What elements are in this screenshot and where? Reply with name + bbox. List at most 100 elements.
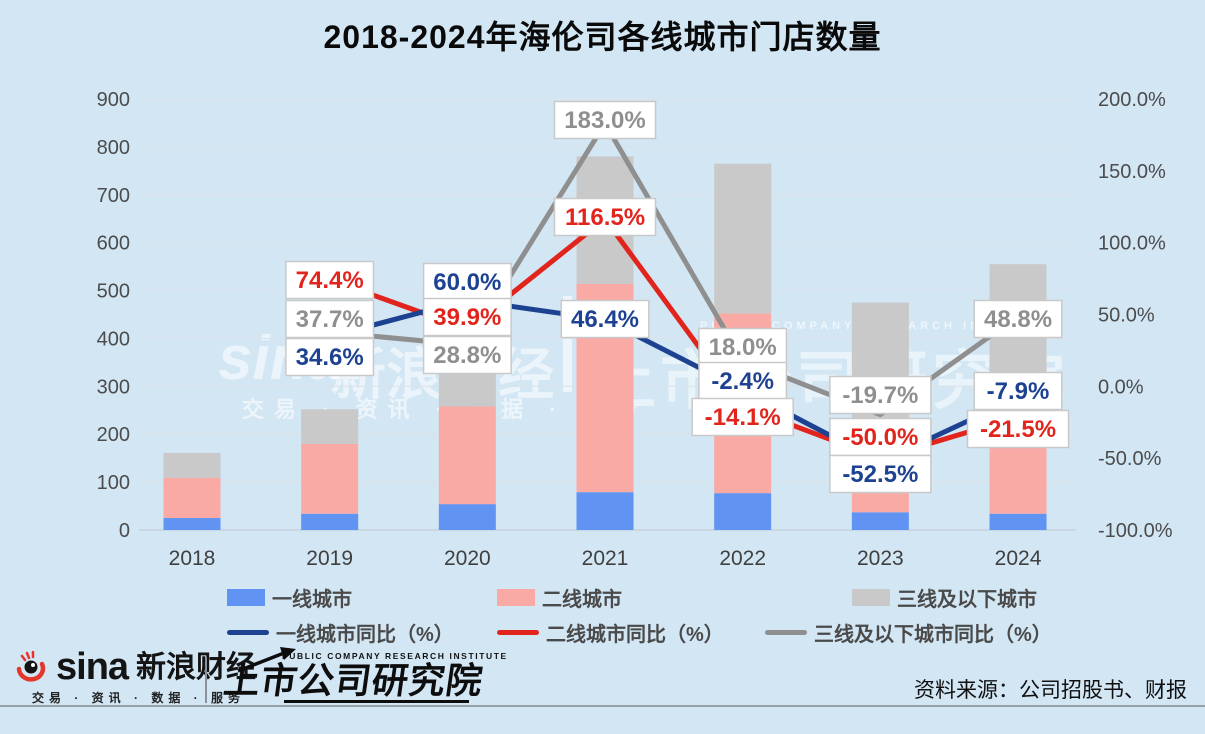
bar-2018-一线城市 [163, 518, 221, 530]
bar-2022-一线城市 [714, 493, 772, 530]
legend-item-tier2-yoy: 二线城市同比（%） [497, 621, 724, 646]
annotation-box [973, 299, 1063, 339]
x-axis-label: 2019 [306, 547, 353, 570]
bar-2022-三线及以下城市 [714, 163, 772, 314]
legend-label: 三线及以下城市 [897, 588, 1037, 611]
annotation-box [966, 409, 1070, 449]
bar-2020-一线城市 [438, 504, 496, 530]
pcri-underline [284, 700, 469, 703]
footer-divider [205, 657, 207, 703]
x-axis-label: 2022 [719, 547, 766, 570]
left-axis-tick: 400 [97, 328, 130, 350]
annotation-value: -52.5% [842, 461, 918, 488]
annotation-value: 60.0% [433, 269, 501, 296]
annotation-box [829, 375, 932, 415]
bar-2023-一线城市 [851, 512, 909, 530]
sina-wordmark: sina [56, 646, 129, 688]
annotation-box [553, 197, 657, 237]
annotation-box [553, 100, 657, 140]
tier2-bar-swatch [497, 588, 535, 606]
annotation-box [422, 297, 512, 337]
x-axis-label: 2021 [582, 547, 629, 570]
left-axis-tick: 100 [97, 472, 130, 494]
left-axis-tick: 700 [97, 185, 130, 207]
annotation-value: 74.4% [296, 267, 364, 294]
x-axis-label: 2018 [169, 547, 216, 570]
pcri-logo: PUBLIC COMPANY RESEARCH INSTITUTE 上市公司研究… [221, 647, 508, 703]
annotation-value: -21.5% [980, 416, 1056, 443]
annotation-box [285, 299, 375, 339]
annotation-value: -50.0% [842, 424, 918, 451]
right-axis-tick: 100.0% [1098, 233, 1166, 255]
annotation-value: 183.0% [564, 107, 645, 134]
bar-2019-一线城市 [301, 513, 359, 530]
annotation-value: -19.7% [842, 382, 918, 409]
annotation-box [691, 397, 794, 437]
annotation-box [829, 454, 932, 494]
legend-label: 一线城市同比（%） [276, 623, 454, 646]
left-axis-tick: 800 [97, 137, 130, 159]
legend-item-tier1-bars: 一线城市 [227, 586, 352, 611]
annotation-box [285, 260, 375, 300]
legend-label: 二线城市 [542, 588, 622, 611]
annotation-value: -2.4% [711, 368, 774, 395]
right-axis-tick: 0.0% [1098, 376, 1144, 398]
sina-tagline: 交易 · 资讯 · 数据 · 服务 [32, 691, 245, 705]
annotation-value: 39.9% [433, 304, 501, 331]
annotation-value: -7.9% [987, 378, 1050, 405]
left-axis-tick: 900 [97, 89, 130, 111]
bar-2020-二线城市 [438, 406, 496, 505]
left-axis-tick: 500 [97, 281, 130, 303]
left-axis-tick: 0 [119, 520, 130, 542]
legend-item-tier3-yoy: 三线及以下城市同比（%） [765, 621, 1052, 646]
bar-2018-三线及以下城市 [163, 452, 221, 478]
left-axis-tick: 200 [97, 424, 130, 446]
legend-label: 一线城市 [272, 588, 352, 611]
bar-2018-二线城市 [163, 477, 221, 519]
annotation-box [560, 299, 650, 339]
right-axis-tick: 150.0% [1098, 161, 1166, 183]
annotation-value: 28.8% [433, 342, 501, 369]
sina-eye-icon [16, 650, 46, 682]
annotation-value: 46.4% [571, 306, 639, 333]
right-axis-tick: -50.0% [1098, 448, 1162, 470]
bar-2024-二线城市 [989, 442, 1047, 514]
bar-2021-一线城市 [576, 492, 634, 530]
tier3-bar-swatch [852, 588, 890, 606]
tier1-bar-swatch [227, 588, 265, 606]
right-axis-tick: 50.0% [1098, 305, 1155, 327]
legend-item-tier1-yoy: 一线城市同比（%） [227, 621, 454, 646]
bar-2024-一线城市 [989, 513, 1047, 530]
annotation-value: 34.6% [296, 344, 364, 371]
pcri-english-name: PUBLIC COMPANY RESEARCH INSTITUTE [282, 651, 508, 661]
sina-finance-logo: sina 新浪财经 交易 · 资讯 · 数据 · 服务 [14, 646, 257, 706]
bar-2019-二线城市 [301, 443, 359, 514]
legend-label: 三线及以下城市同比（%） [814, 623, 1052, 646]
annotation-box [422, 262, 512, 302]
x-axis-label: 2024 [995, 547, 1042, 570]
annotation-box [422, 335, 512, 375]
tier2-line-swatch [497, 629, 539, 635]
left-axis-tick: 600 [97, 233, 130, 255]
right-axis-tick: -100.0% [1098, 520, 1173, 542]
annotation-value: 116.5% [565, 204, 645, 231]
data-source-note: 资料来源：公司招股书、财报 [914, 679, 1187, 702]
left-axis-tick: 300 [97, 376, 130, 398]
right-axis-tick: 200.0% [1098, 89, 1166, 111]
footer-rule [0, 705, 1205, 707]
annotation-value: 48.8% [984, 306, 1052, 333]
annotation-value: -14.1% [705, 404, 781, 431]
annotation-box [285, 337, 375, 377]
annotation-value: 18.0% [709, 334, 777, 361]
sina-chinese-wordmark: 新浪财经 [136, 651, 257, 684]
annotation-value: 37.7% [296, 306, 364, 333]
bar-2019-三线及以下城市 [301, 409, 359, 444]
chart-title: 2018-2024年海伦司各线城市门店数量 [323, 19, 882, 55]
x-axis-label: 2023 [857, 547, 904, 570]
annotation-box [973, 371, 1063, 411]
pcri-arrow-icon [237, 647, 296, 673]
tier1-line-swatch [227, 629, 269, 635]
legend-label: 二线城市同比（%） [546, 623, 724, 646]
